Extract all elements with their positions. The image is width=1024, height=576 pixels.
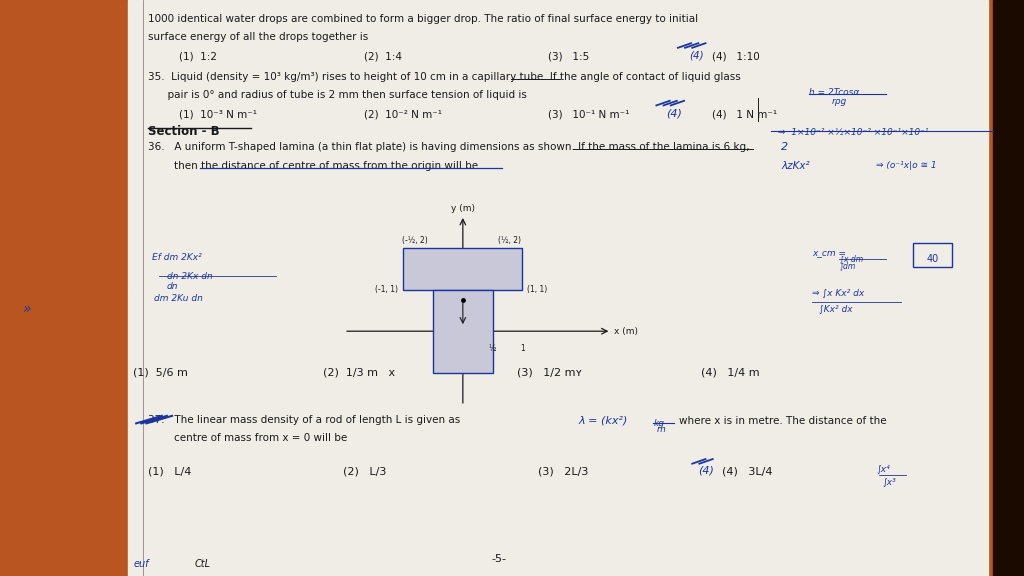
Text: (4): (4) [667,109,683,119]
Text: (1, 1): (1, 1) [527,285,548,294]
Text: (3)   1/2 mʏ: (3) 1/2 mʏ [517,367,583,377]
Text: dn: dn [167,282,178,291]
Text: (4): (4) [698,465,715,475]
Text: h = 2Tcosα: h = 2Tcosα [809,88,859,97]
Text: (4)   1 N m⁻¹: (4) 1 N m⁻¹ [712,109,777,119]
Text: 2: 2 [781,142,788,152]
Text: ∫x³: ∫x³ [883,477,896,486]
Text: centre of mass from x = 0 will be: centre of mass from x = 0 will be [148,433,348,443]
Text: where x is in metre. The distance of the: where x is in metre. The distance of the [679,416,887,426]
Text: (2)  10⁻² N m⁻¹: (2) 10⁻² N m⁻¹ [364,109,441,119]
Text: m: m [656,425,666,434]
Text: 35.  Liquid (density = 10³ kg/m³) rises to height of 10 cm in a capillary tube. : 35. Liquid (density = 10³ kg/m³) rises t… [148,72,741,82]
Text: (2)  1/3 m   x: (2) 1/3 m x [323,367,394,377]
Text: »: » [23,302,31,316]
Text: (-½, 2): (-½, 2) [402,236,428,245]
Text: (2)   L/3: (2) L/3 [343,467,386,476]
Text: ½: ½ [488,344,497,353]
Text: ∫x dm: ∫x dm [840,255,863,264]
Text: λzKx²: λzKx² [781,161,810,171]
Text: (4)   3L/4: (4) 3L/4 [722,467,772,476]
Text: -5-: -5- [492,554,507,564]
Text: ⇒  1×10⁻² ×½×10⁻² ×10⁻¹×10⁻¹: ⇒ 1×10⁻² ×½×10⁻² ×10⁻¹×10⁻¹ [778,128,929,137]
Text: dm 2Ku dn: dm 2Ku dn [154,294,203,303]
Text: 1000 identical water drops are combined to form a bigger drop. The ratio of fina: 1000 identical water drops are combined … [148,14,698,24]
Text: λ = (kx²): λ = (kx²) [579,416,628,426]
Text: (1)   L/4: (1) L/4 [148,467,191,476]
Text: kg: kg [653,419,665,429]
Text: (4)   1:10: (4) 1:10 [712,52,760,62]
Text: (1)  1:2: (1) 1:2 [179,52,217,62]
Text: 1: 1 [520,344,524,353]
Text: then the distance of centre of mass from the origin will be.: then the distance of centre of mass from… [148,161,482,171]
Text: (2)  1:4: (2) 1:4 [364,52,401,62]
Text: rρg: rρg [831,97,847,106]
Text: (4): (4) [689,51,703,60]
Text: y (m): y (m) [451,204,475,213]
Text: euf: euf [133,559,148,569]
Polygon shape [403,248,522,290]
Text: Section - B: Section - B [148,125,220,138]
Text: ∫dm: ∫dm [840,261,856,270]
Text: ∫x⁴: ∫x⁴ [877,464,890,473]
Text: (-1, 1): (-1, 1) [376,285,398,294]
Text: (3)   1:5: (3) 1:5 [548,52,589,62]
Polygon shape [433,290,493,373]
Text: (½, 2): (½, 2) [498,236,520,245]
Text: Ef dm 2Kx²: Ef dm 2Kx² [152,253,202,263]
Text: (1)  5/6 m: (1) 5/6 m [133,367,188,377]
Text: x (m): x (m) [614,327,638,336]
Bar [128,0,988,576]
Text: 36.   A uniform T-shaped lamina (a thin flat plate) is having dimensions as show: 36. A uniform T-shaped lamina (a thin fl… [148,142,750,152]
Text: 37.   The linear mass density of a rod of length L is given as: 37. The linear mass density of a rod of … [148,415,461,425]
Text: (1)  10⁻³ N m⁻¹: (1) 10⁻³ N m⁻¹ [179,109,257,119]
Bar [913,243,952,267]
Text: CtL: CtL [195,559,211,569]
Text: (4)   1/4 m: (4) 1/4 m [701,367,760,377]
Text: dn 2Kx dn: dn 2Kx dn [167,272,213,282]
Text: ⇒ ∫x Kx² dx: ⇒ ∫x Kx² dx [812,288,864,297]
Text: 40: 40 [927,254,939,264]
Text: surface energy of all the drops together is: surface energy of all the drops together… [148,32,369,41]
Bar [993,0,1024,576]
Text: pair is 0° and radius of tube is 2 mm then surface tension of liquid is: pair is 0° and radius of tube is 2 mm th… [148,90,527,100]
Text: (3)   2L/3: (3) 2L/3 [538,467,588,476]
Text: ∫Kx² dx: ∫Kx² dx [819,304,853,313]
Text: ⇒ (o⁻¹x|o ≅ 1: ⇒ (o⁻¹x|o ≅ 1 [876,161,936,170]
Text: x_cm =: x_cm = [812,248,846,257]
Text: (3)   10⁻¹ N m⁻¹: (3) 10⁻¹ N m⁻¹ [548,109,629,119]
